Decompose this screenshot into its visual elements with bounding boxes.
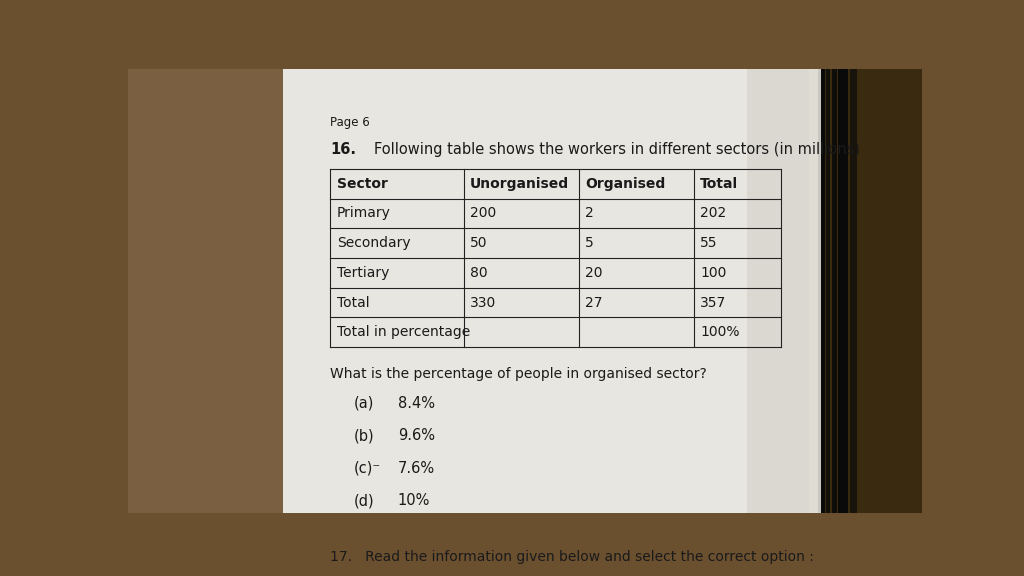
Bar <box>809 69 821 513</box>
Text: 100: 100 <box>700 266 727 280</box>
Text: 8.4%: 8.4% <box>397 396 435 411</box>
Bar <box>839 69 848 513</box>
Text: 16.: 16. <box>331 142 356 157</box>
Text: Total: Total <box>700 177 738 191</box>
Text: Sector: Sector <box>337 177 388 191</box>
Text: 5: 5 <box>585 236 594 250</box>
Bar <box>283 69 822 513</box>
Text: What is the percentage of people in organised sector?: What is the percentage of people in orga… <box>331 367 708 381</box>
Text: 27: 27 <box>585 295 602 310</box>
Text: Total in percentage: Total in percentage <box>337 325 470 339</box>
Bar <box>826 69 830 513</box>
Text: 9.6%: 9.6% <box>397 429 435 444</box>
Text: 80: 80 <box>470 266 487 280</box>
Text: Secondary: Secondary <box>337 236 411 250</box>
Text: 357: 357 <box>700 295 726 310</box>
Text: Primary: Primary <box>337 206 390 221</box>
Text: (d): (d) <box>354 493 375 508</box>
Text: Total: Total <box>337 295 370 310</box>
Text: 100%: 100% <box>700 325 739 339</box>
Bar <box>748 69 822 513</box>
Text: 7.6%: 7.6% <box>397 461 435 476</box>
Text: 10%: 10% <box>397 493 430 508</box>
Text: Following table shows the workers in different sectors (in millions): Following table shows the workers in dif… <box>374 142 860 157</box>
Bar <box>128 69 283 513</box>
Text: 330: 330 <box>470 295 497 310</box>
Text: Page 6: Page 6 <box>331 116 370 128</box>
Text: 200: 200 <box>470 206 497 221</box>
Text: (c)⁻: (c)⁻ <box>354 461 381 476</box>
Text: Tertiary: Tertiary <box>337 266 389 280</box>
Bar <box>831 69 837 513</box>
Text: 2: 2 <box>585 206 594 221</box>
Text: Unorganised: Unorganised <box>470 177 569 191</box>
Text: Organised: Organised <box>585 177 666 191</box>
Text: 50: 50 <box>470 236 487 250</box>
Bar <box>818 69 824 513</box>
Text: 20: 20 <box>585 266 602 280</box>
Text: (b): (b) <box>354 429 375 444</box>
Text: 17.   Read the information given below and select the correct option :: 17. Read the information given below and… <box>331 550 814 564</box>
Bar <box>822 69 922 513</box>
Text: 202: 202 <box>700 206 726 221</box>
Text: 55: 55 <box>700 236 718 250</box>
Bar <box>850 69 856 513</box>
Text: (a): (a) <box>354 396 375 411</box>
